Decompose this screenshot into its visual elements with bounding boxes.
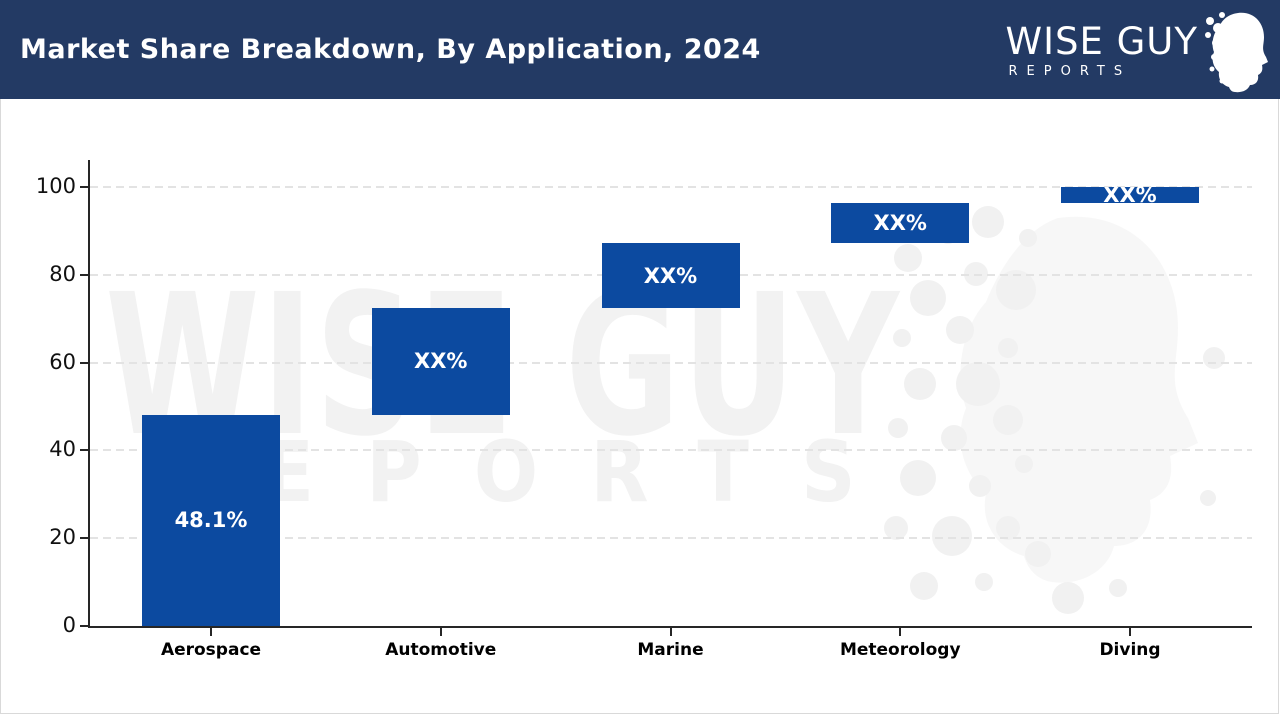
gridline-60	[90, 361, 1252, 364]
gridline-20	[90, 537, 1252, 540]
y-tick-label: 40	[49, 437, 76, 462]
gridline-40	[90, 449, 1252, 452]
y-tick-0	[80, 625, 89, 627]
bar-value-label: XX%	[643, 263, 698, 288]
y-tick-label: 60	[49, 349, 76, 374]
bar-value-label: XX%	[414, 349, 468, 374]
logo-head-icon	[1205, 12, 1268, 93]
bar-meteorology: XX%	[831, 203, 970, 244]
page-title: Market Share Breakdown, By Application, …	[20, 34, 761, 65]
x-tick-aerospace	[210, 628, 212, 636]
y-tick-label: 20	[49, 525, 76, 550]
bar-value-label: 48.1%	[174, 508, 248, 533]
y-tick-80	[80, 273, 89, 276]
x-tick-diving	[1129, 628, 1131, 636]
bar-automotive: XX%	[371, 308, 510, 415]
y-tick-label: 80	[49, 261, 76, 286]
bar-aerospace: 48.1%	[142, 414, 280, 626]
x-axis-line	[88, 626, 1252, 628]
brand-logo-text: WISE GUY REPORTS	[1006, 23, 1198, 79]
x-tick-label: Automotive	[385, 640, 497, 660]
logo-wordmark: WISE GUY	[1005, 20, 1198, 63]
x-tick-meteorology	[899, 628, 902, 636]
bar-value-label: XX%	[1103, 187, 1157, 204]
header: Market Share Breakdown, By Application, …	[0, 0, 1280, 99]
y-tick-label: 0	[62, 613, 76, 637]
x-tick-marine	[669, 628, 672, 636]
gridline-100	[90, 186, 1252, 188]
brand-logo: WISE GUY REPORTS	[1006, 6, 1268, 94]
x-tick-label: Meteorology	[839, 640, 961, 660]
watermark-head-icon	[884, 206, 1225, 614]
y-tick-20	[80, 537, 89, 540]
y-tick-label: 100	[35, 174, 76, 198]
logo-subtext: REPORTS	[1008, 64, 1132, 79]
x-tick-automotive	[439, 628, 442, 636]
bar-value-label: XX%	[873, 211, 927, 236]
bar-marine: XX%	[601, 243, 740, 309]
x-tick-label: Aerospace	[160, 640, 262, 660]
x-tick-label: Diving	[1099, 640, 1161, 660]
y-tick-60	[80, 361, 89, 364]
bar-diving: XX%	[1061, 187, 1199, 204]
y-axis-line	[88, 160, 90, 628]
y-tick-100	[80, 186, 89, 188]
x-tick-label: Marine	[637, 640, 704, 660]
y-tick-40	[80, 449, 89, 452]
